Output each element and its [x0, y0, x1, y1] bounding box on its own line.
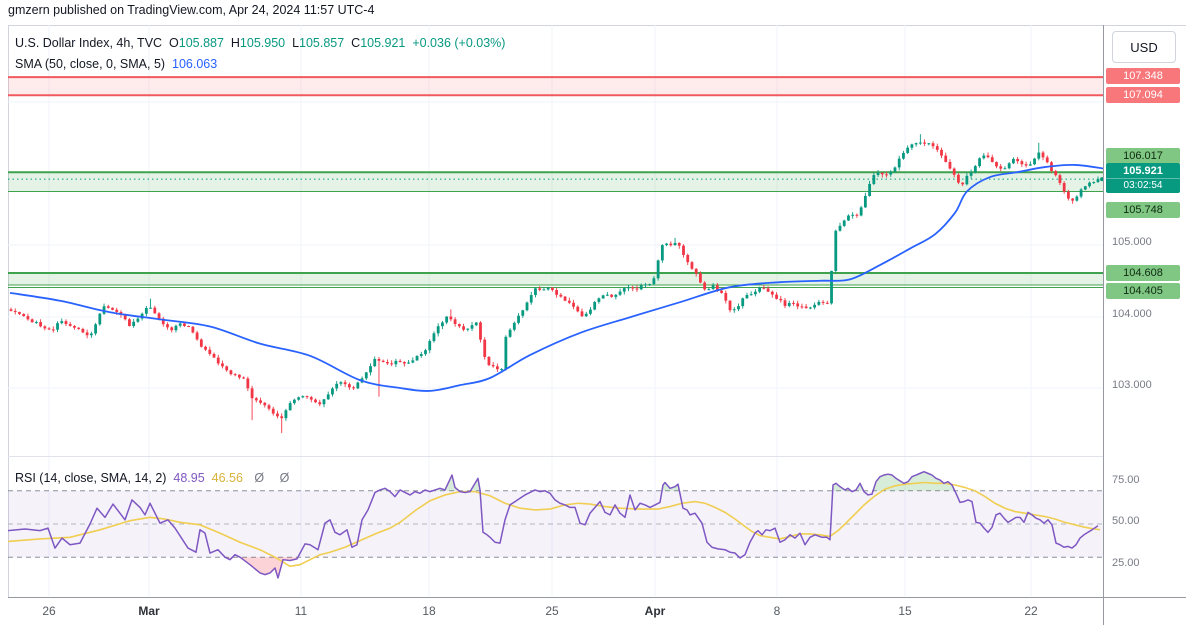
time-axis-separator: [8, 597, 1186, 598]
rsi-value: 48.95: [173, 471, 205, 485]
time-axis-label: 22: [1024, 604, 1038, 618]
symbol-legend-row: U.S. Dollar Index, 4h, TVC O105.887 H105…: [15, 33, 505, 54]
current-price-label: 105.921 03:02:54: [1106, 163, 1180, 193]
time-axis-month-label: Apr: [644, 604, 666, 618]
time-axis-label: 25: [545, 604, 559, 618]
last-price-marker: [1100, 177, 1103, 182]
low-label: L: [292, 36, 300, 50]
time-axis-label: 18: [422, 604, 436, 618]
price-chart-canvas[interactable]: [8, 25, 1103, 597]
level-price-label: 104.608: [1106, 265, 1180, 281]
rsi-ma-value: 46.56: [211, 471, 243, 485]
open-label: O: [169, 36, 179, 50]
current-price-value: 105.921: [1123, 165, 1163, 177]
symbol-title[interactable]: U.S. Dollar Index, 4h, TVC: [15, 36, 163, 50]
close-value: 105.921: [360, 36, 406, 50]
close-label: C: [351, 36, 361, 50]
publish-info: gmzern published on TradingView.com, Apr…: [8, 3, 375, 17]
rsi-ma-line[interactable]: [8, 481, 1101, 568]
time-axis-label: 26: [42, 604, 56, 618]
price-axis[interactable]: 107.000105.000104.000103.00075.0050.0025…: [1104, 26, 1186, 597]
rsi-axis-label: 25.00: [1112, 557, 1140, 569]
price-axis-label: 105.000: [1112, 236, 1152, 248]
grid-lines: [8, 25, 1103, 596]
sma-legend-row: SMA (50, close, 0, SMA, 5) 106.063: [15, 54, 505, 75]
price-axis-label: 103.000: [1112, 379, 1152, 391]
change-value: +0.036 (+0.03%): [412, 36, 506, 50]
time-axis-label: 8: [773, 604, 781, 618]
time-axis[interactable]: 26 Mar 11 18 25 Apr 8 15 22: [8, 598, 1103, 625]
sma-label[interactable]: SMA (50, close, 0, SMA, 5): [15, 57, 166, 71]
rsi-pane: [8, 470, 1103, 579]
high-value: 105.950: [239, 36, 286, 50]
rsi-line[interactable]: [8, 470, 1099, 579]
price-axis-separator: [1103, 25, 1104, 625]
level-price-label: 105.748: [1106, 202, 1180, 218]
bar-countdown: 03:02:54: [1106, 178, 1180, 193]
open-value: 105.887: [178, 36, 224, 50]
level-price-label: 107.348: [1106, 68, 1180, 84]
candles: [9, 134, 1100, 434]
price-axis-label: 104.000: [1112, 308, 1152, 320]
level-price-label: 104.405: [1106, 283, 1180, 299]
time-axis-label: 11: [294, 604, 308, 618]
rsi-label[interactable]: RSI (14, close, SMA, 14, 2): [15, 471, 167, 485]
rsi-legend: RSI (14, close, SMA, 14, 2) 48.95 46.56 …: [15, 471, 295, 485]
rsi-axis-label: 75.00: [1112, 474, 1140, 486]
time-axis-label: 15: [898, 604, 912, 618]
pane-separator[interactable]: [8, 456, 1103, 457]
chart-frame-left-border: [8, 25, 9, 625]
rsi-extra-values: Ø Ø: [254, 471, 296, 485]
rsi-axis-label: 50.00: [1112, 515, 1140, 527]
currency-button[interactable]: USD: [1112, 31, 1176, 63]
sma50-line[interactable]: [9, 163, 1103, 392]
sma-value: 106.063: [172, 57, 218, 71]
price-zones: [8, 76, 1103, 289]
level-price-label: 107.094: [1106, 87, 1180, 103]
symbol-legend: U.S. Dollar Index, 4h, TVC O105.887 H105…: [15, 33, 505, 75]
high-label: H: [230, 36, 240, 50]
chart-frame-top-border: [8, 25, 1186, 26]
time-axis-month-label: Mar: [138, 604, 160, 618]
level-price-label: 106.017: [1106, 148, 1180, 164]
low-value: 105.857: [299, 36, 345, 50]
